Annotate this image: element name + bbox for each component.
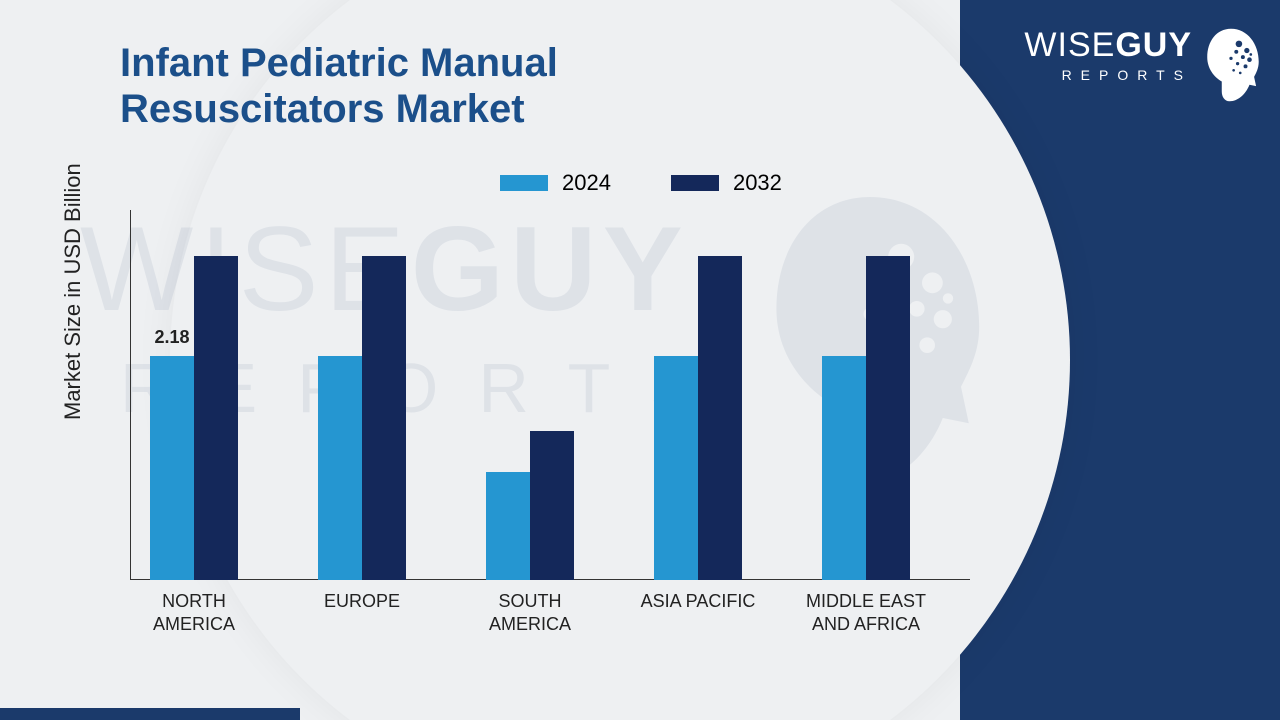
- legend: 2024 2032: [500, 170, 782, 196]
- bar-2032: [362, 256, 406, 580]
- bar-2024: [654, 356, 698, 580]
- bar-2024: [150, 356, 194, 580]
- y-axis-line: [130, 210, 131, 580]
- legend-label-2032: 2032: [733, 170, 782, 196]
- category-label: MIDDLE EAST AND AFRICA: [796, 590, 936, 635]
- legend-item-2024: 2024: [500, 170, 611, 196]
- brand-name-part2: GUY: [1115, 26, 1192, 64]
- bar-2032: [530, 431, 574, 580]
- bar-2032: [866, 256, 910, 580]
- legend-label-2024: 2024: [562, 170, 611, 196]
- legend-swatch-2032: [671, 175, 719, 191]
- category-label: NORTH AMERICA: [124, 590, 264, 635]
- legend-swatch-2024: [500, 175, 548, 191]
- bar-2032: [698, 256, 742, 580]
- brand-subline: REPORTS: [1024, 67, 1192, 83]
- bar-2024: [486, 472, 530, 580]
- bar-value-label: 2.18: [137, 327, 207, 348]
- stage: WISEGUY REPORTS WISEGUY REPORTS Infant P…: [0, 0, 1280, 720]
- bar-2024: [318, 356, 362, 580]
- y-axis-label: Market Size in USD Billion: [60, 163, 86, 420]
- brand-name-part1: WISE: [1024, 26, 1115, 64]
- category-label: EUROPE: [292, 590, 432, 613]
- chart-area: Market Size in USD Billion 2024 2032 2.1…: [70, 170, 970, 670]
- brand-logo: WISEGUY REPORTS: [1024, 26, 1192, 83]
- chart-title: Infant Pediatric Manual Resuscitators Ma…: [120, 40, 680, 132]
- bottom-accent-bar: [0, 708, 300, 720]
- category-label: ASIA PACIFIC: [628, 590, 768, 613]
- bar-2032: [194, 256, 238, 580]
- brand-head-icon: [1198, 24, 1264, 106]
- legend-item-2032: 2032: [671, 170, 782, 196]
- brand-name: WISEGUY: [1024, 26, 1192, 65]
- plot: 2.18: [130, 210, 970, 580]
- bar-2024: [822, 356, 866, 580]
- category-label: SOUTH AMERICA: [460, 590, 600, 635]
